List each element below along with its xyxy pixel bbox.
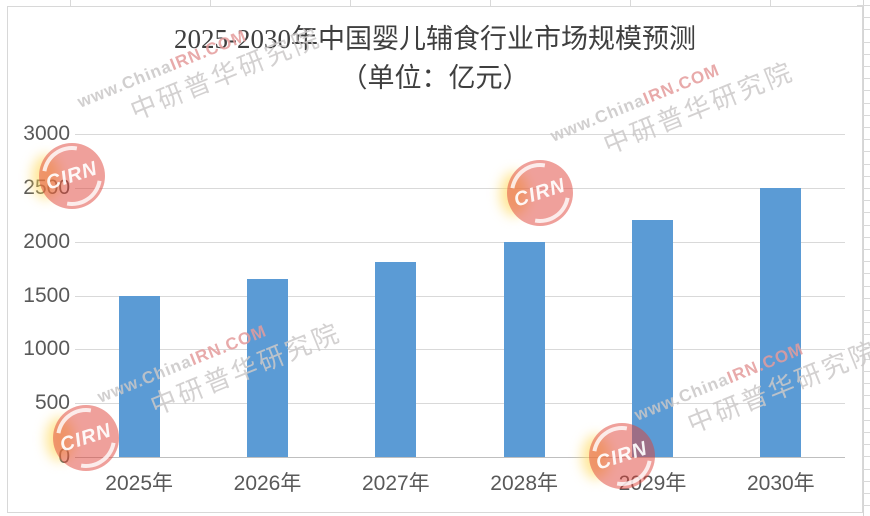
x-tick-label-2027年: 2027年 [361,472,430,495]
plot-area[interactable] [75,134,845,458]
spreadsheet-row-line [857,66,870,67]
spreadsheet-row-line [857,480,870,482]
spreadsheet-row-line [857,90,870,92]
spreadsheet-row-line [857,395,870,397]
spreadsheet-row-line [857,212,870,214]
spreadsheet-row-line [857,78,870,80]
spreadsheet-column-line [863,0,864,516]
gridline-2500 [75,187,845,189]
spreadsheet-row-line [857,334,870,336]
spreadsheet-row-line [857,261,870,263]
spreadsheet-row-line [857,273,870,275]
gridline-500 [75,403,845,405]
spreadsheet-row-line [857,468,870,470]
bar-2028年[interactable] [503,241,545,457]
spreadsheet-row-line [857,151,870,153]
spreadsheet-row-line [857,188,870,189]
spreadsheet-row-line [857,200,870,202]
spreadsheet-cell-line [630,0,631,6]
spreadsheet-row-line [857,310,870,311]
spreadsheet-row-line [857,53,870,55]
y-tick-label-3000: 3000 [23,122,70,145]
spreadsheet-row-line [857,346,870,348]
spreadsheet-row-line [857,102,870,104]
y-tick-label-1000: 1000 [23,337,70,361]
spreadsheet-row-line [857,175,870,177]
x-tick-label-2026年: 2026年 [233,472,302,495]
spreadsheet-row-line [857,17,870,19]
spreadsheet-row-line [857,41,870,43]
spreadsheet-row-line [857,456,870,458]
spreadsheet-row-line [857,285,870,287]
spreadsheet-cell-line [70,0,71,6]
spreadsheet-row-line [857,127,870,128]
spreadsheet-row-line [857,29,870,31]
spreadsheet-row-line [857,249,870,250]
gridline-2000 [75,241,845,243]
spreadsheet-cell-line [350,0,351,6]
bar-2029年[interactable] [632,220,673,457]
y-tick-label-2000: 2000 [23,229,70,253]
spreadsheet-row-line [857,5,870,6]
spreadsheet-cell-line [490,0,491,6]
spreadsheet-row-line [857,114,870,116]
gridline-1500 [75,295,845,297]
bar-2027年[interactable] [375,262,417,457]
x-axis-line [75,457,845,458]
y-tick-label-2500: 2500 [23,175,70,199]
spreadsheet-row-line [857,163,870,165]
chart-title-line1: 2025-2030年中国婴儿辅食行业市场规模预测 [174,24,696,54]
x-tick-label-2025年: 2025年 [105,472,174,495]
x-tick-label-2028年: 2028年 [490,472,559,495]
y-tick-label-1500: 1500 [23,283,70,307]
chart-title-line2: （单位：亿元） [340,63,530,93]
spreadsheet-row-line [857,407,870,409]
spreadsheet-row-line [857,419,870,421]
spreadsheet-row-line [857,297,870,299]
spreadsheet-row-line [857,493,870,494]
spreadsheet-cell-line [770,0,771,6]
spreadsheet-row-line [857,371,870,372]
spreadsheet-row-line [857,432,870,433]
spreadsheet-cell-line [210,0,211,6]
gridline-3000 [75,134,845,135]
x-tick-label-2030年: 2030年 [746,472,815,495]
spreadsheet-row-line [857,224,870,226]
chart-title: 2025-2030年中国婴儿辅食行业市场规模预测 （单位：亿元） [7,20,863,98]
spreadsheet-row-line [857,505,870,507]
y-tick-label-500: 500 [34,391,70,415]
bar-2025年[interactable] [118,295,160,457]
bar-2030年[interactable] [760,187,802,457]
spreadsheet-row-line [857,444,870,446]
x-tick-label-2029年: 2029年 [618,472,687,495]
spreadsheet-row-line [857,139,870,141]
gridline-1000 [75,349,845,351]
spreadsheet-row-line [857,358,870,360]
y-tick-label-0: 0 [58,445,70,468]
spreadsheet-row-line [857,322,870,324]
bar-2026年[interactable] [247,279,288,457]
spreadsheet-row-line [857,383,870,385]
spreadsheet-row-line [857,236,870,238]
